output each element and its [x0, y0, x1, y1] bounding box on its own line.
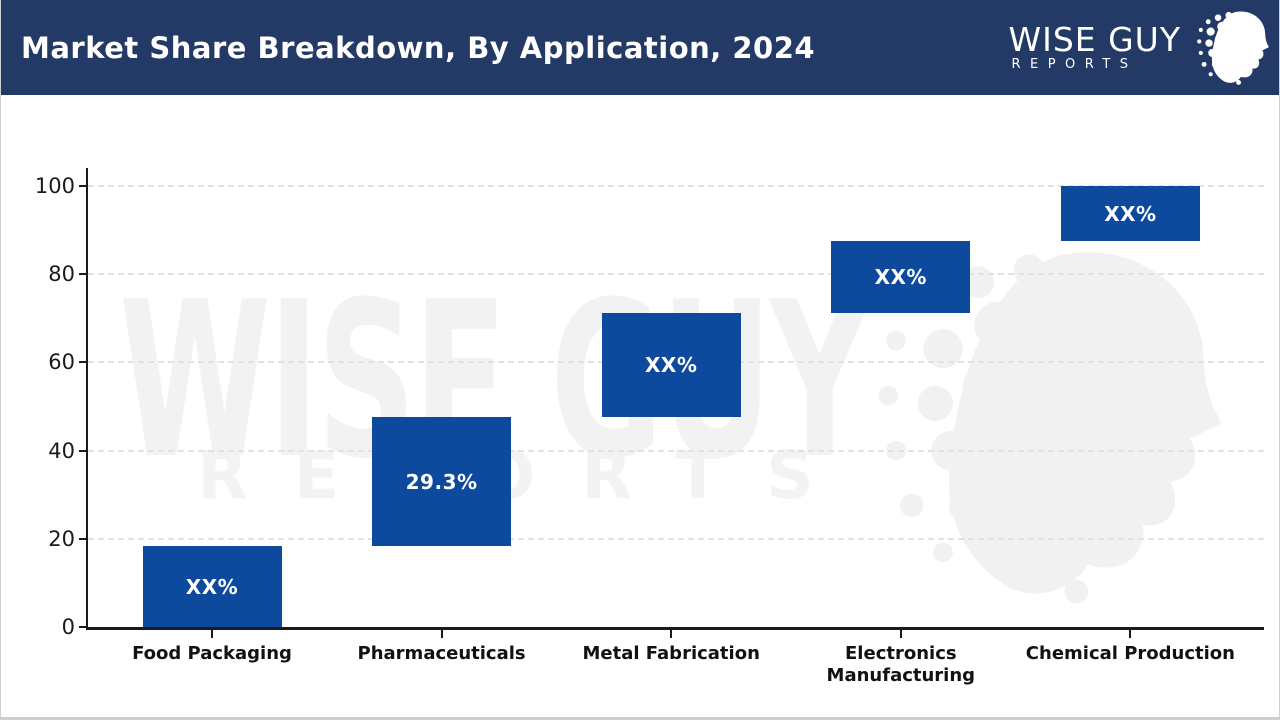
- x-axis-tick: [1129, 629, 1132, 638]
- wise-guy-logo: WISE GUY REPORTS: [1008, 6, 1279, 90]
- y-axis-line: [86, 168, 88, 629]
- x-axis-line: [86, 627, 1264, 630]
- gridline: [88, 185, 1264, 187]
- x-tick-label: Pharmaceuticals: [357, 643, 526, 664]
- bar-value-label: 29.3%: [405, 469, 478, 494]
- bar: 29.3%: [372, 417, 512, 547]
- y-axis-tick: [79, 626, 88, 628]
- bar: XX%: [1060, 186, 1200, 242]
- chart-canvas: WISE GUY REPORTS 0 20 40 60 80 100 XX% Food Pac…: [1, 95, 1279, 720]
- plot-area: 0 20 40 60 80 100 XX% Food Packaging 29.3% Pharma…: [1, 95, 1279, 717]
- y-axis-tick: [79, 273, 88, 276]
- x-axis-tick: [211, 629, 213, 638]
- x-tick-label: Electronics Manufacturing: [826, 643, 976, 686]
- logo-text-reports: REPORTS: [1011, 57, 1138, 73]
- logo-text-wise-guy: WISE GUY: [1008, 19, 1181, 59]
- y-tick-label: 60: [48, 350, 75, 375]
- bar-value-label: XX%: [1104, 201, 1157, 226]
- x-axis-tick: [899, 629, 902, 638]
- bar-value-label: XX%: [185, 574, 239, 599]
- x-axis-tick: [670, 629, 673, 638]
- bar-value-label: XX%: [644, 353, 698, 378]
- x-tick-label: Chemical Production: [1025, 643, 1235, 664]
- y-tick-label: 20: [48, 526, 75, 551]
- y-tick-label: 40: [48, 438, 75, 463]
- face-profile-dots-icon: [1197, 10, 1269, 85]
- chart-title: Market Share Breakdown, By Application, …: [21, 30, 816, 65]
- gridline: [88, 537, 1264, 540]
- bar: XX%: [142, 546, 282, 627]
- y-tick-label: 100: [34, 174, 75, 198]
- bar-value-label: XX%: [874, 265, 927, 290]
- y-tick-label: 0: [61, 615, 75, 639]
- bar: XX%: [831, 241, 971, 313]
- y-axis-tick: [79, 361, 88, 364]
- x-tick-label: Metal Fabrication: [582, 643, 760, 664]
- logo-wordmark: WISE GUY REPORTS: [1008, 19, 1181, 73]
- header-bar: Market Share Breakdown, By Application, …: [1, 0, 1279, 95]
- gridline: [88, 449, 1264, 452]
- x-tick-label: Food Packaging: [132, 643, 292, 664]
- bar: XX%: [601, 313, 741, 418]
- y-axis-tick: [79, 537, 88, 540]
- y-axis-tick: [79, 185, 88, 187]
- x-axis-tick: [440, 629, 443, 638]
- y-tick-label: 80: [48, 262, 75, 287]
- gridline: [88, 273, 1264, 276]
- y-axis-tick: [79, 449, 88, 452]
